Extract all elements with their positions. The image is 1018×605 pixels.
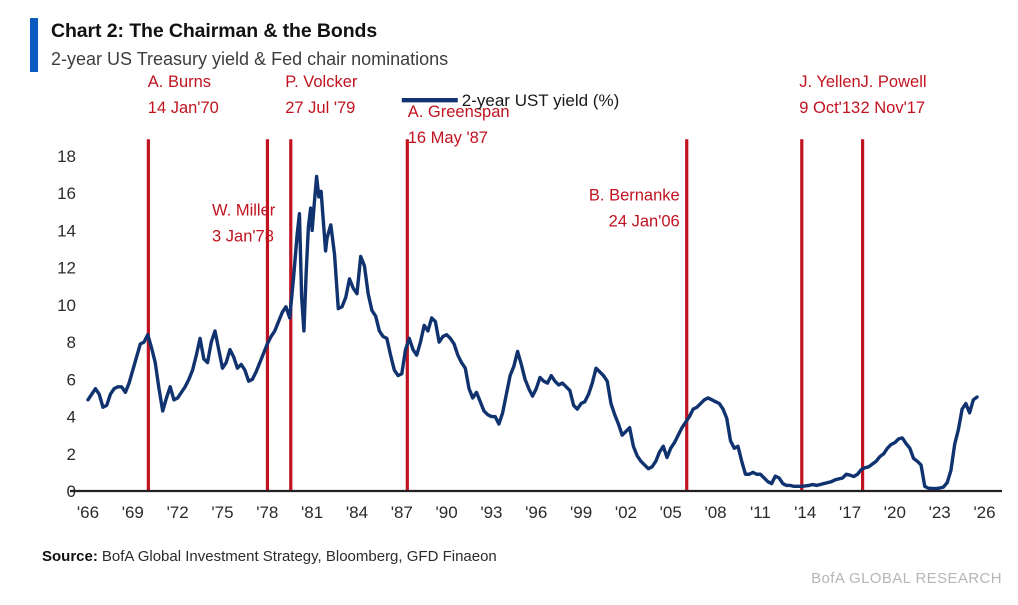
branding-watermark: BofA GLOBAL RESEARCH	[811, 570, 1002, 587]
event-date-label: 2 Nov'17	[861, 99, 926, 117]
y-axis-tick-label: 8	[67, 333, 76, 352]
x-axis-tick-label: '93	[480, 503, 502, 522]
x-axis-tick-label: '20	[884, 503, 906, 522]
x-axis-tick-label: '05	[660, 503, 682, 522]
event-name-label: J. Powell	[861, 73, 927, 91]
x-axis-tick-label: '87	[391, 503, 413, 522]
x-axis-tick-label: '81	[301, 503, 323, 522]
y-axis-tick-label: 4	[67, 408, 76, 427]
event-date-label: 16 May '87	[408, 129, 488, 147]
x-axis-tick-label: '23	[929, 503, 951, 522]
x-axis-tick-label: '84	[346, 503, 368, 522]
x-axis-tick-label: '69	[122, 503, 144, 522]
y-axis-tick-label: 10	[57, 296, 76, 315]
yield-series-line	[86, 174, 979, 491]
source-text: BofA Global Investment Strategy, Bloombe…	[101, 548, 497, 565]
y-axis-tick-label: 2	[67, 445, 76, 464]
x-axis-tick-label: '99	[570, 503, 592, 522]
event-name-label: A. Burns	[148, 73, 211, 91]
event-date-label: 3 Jan'78	[212, 228, 274, 246]
source-note: Source: BofA Global Investment Strategy, …	[42, 548, 497, 565]
y-axis-tick-label: 6	[67, 370, 76, 389]
x-axis-tick-label: '78	[256, 503, 278, 522]
event-name-label: B. Bernanke	[589, 187, 680, 205]
event-name-label: A. Greenspan	[408, 103, 510, 121]
x-axis-tick-label: '72	[167, 503, 189, 522]
y-axis-tick-label: 14	[57, 221, 76, 240]
event-name-label: W. Miller	[212, 202, 276, 220]
page-subtitle: 2-year US Treasury yield & Fed chair nom…	[51, 49, 449, 70]
page-title: Chart 2: The Chairman & the Bonds	[51, 20, 378, 42]
y-axis-tick-label: 16	[57, 184, 76, 203]
x-axis-tick-label: '66	[77, 503, 99, 522]
event-date-label: 14 Jan'70	[148, 99, 219, 117]
title-block: Chart 2: The Chairman & the Bonds 2-year…	[51, 18, 448, 72]
event-date-label: 24 Jan'06	[609, 213, 680, 231]
chart-header: Chart 2: The Chairman & the Bonds 2-year…	[30, 18, 448, 72]
event-name-label: J. Yellen	[799, 73, 860, 91]
x-axis-tick-label: '90	[436, 503, 458, 522]
title-accent-bar	[30, 18, 38, 72]
y-axis-tick-label: 18	[57, 147, 76, 166]
x-axis-tick-label: '26	[973, 503, 995, 522]
x-axis-tick-label: '14	[794, 503, 816, 522]
x-axis-tick-label: '17	[839, 503, 861, 522]
x-axis-tick-label: '75	[211, 503, 233, 522]
event-date-label: 27 Jul '79	[285, 99, 355, 117]
x-axis-tick-label: '11	[750, 503, 771, 522]
source-label: Source:	[42, 548, 98, 565]
y-axis-tick-label: 12	[57, 259, 76, 278]
event-name-label: P. Volcker	[285, 73, 358, 91]
legend-label: 2-year UST yield (%)	[462, 91, 619, 110]
x-axis-tick-label: '08	[704, 503, 726, 522]
event-date-label: 9 Oct'13	[799, 99, 860, 117]
x-axis-tick-label: '96	[525, 503, 547, 522]
x-axis-tick-label: '02	[615, 503, 637, 522]
